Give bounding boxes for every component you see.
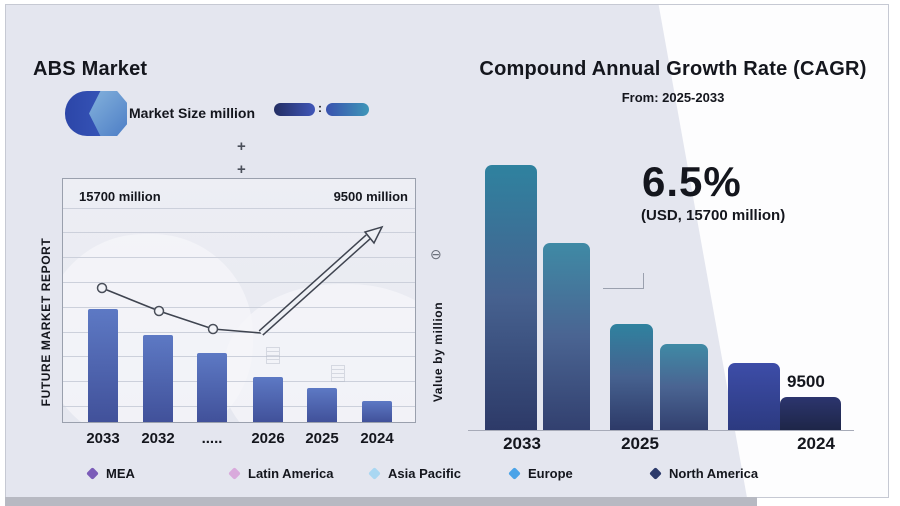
- ratio-pill-left: [274, 103, 315, 116]
- gridline: [63, 381, 415, 382]
- bracket-decoration-h: [603, 288, 644, 289]
- legend-item-north-america: North America: [649, 466, 759, 481]
- left-xlabel-2033: 2033: [86, 430, 120, 447]
- right-bar-2033-2: [543, 243, 590, 430]
- right-bar-2025-2: [660, 344, 708, 430]
- legend-item-latin-america: Latin America: [228, 466, 334, 481]
- legend-item-europe: Europe: [508, 466, 573, 481]
- legend-label: Latin America: [248, 466, 334, 481]
- market-size-label: Market Size million: [129, 105, 256, 121]
- left-title: ABS Market: [33, 58, 148, 80]
- trend-polyline: [101, 287, 262, 334]
- legend-diamond-icon: [508, 467, 521, 480]
- zoom-out-icon: ⊖: [430, 246, 442, 262]
- legend-diamond-icon: [228, 467, 241, 480]
- legend-label: North America: [669, 466, 759, 481]
- gridline: [63, 232, 415, 233]
- right-chart-baseline: [468, 430, 854, 431]
- annotation-left: 15700 million: [79, 189, 161, 204]
- legend-diamond-icon: [368, 467, 381, 480]
- bottom-edge-strip: [5, 497, 757, 506]
- bracket-decoration-v: [643, 273, 644, 289]
- annotation-right: 9500 million: [333, 189, 408, 204]
- document-watermark-icon: [266, 347, 280, 364]
- legend-label: MEA: [106, 466, 135, 481]
- gridline: [63, 307, 415, 308]
- legend-diamond-icon: [86, 467, 99, 480]
- left-chart-panel: 15700 million 9500 million: [62, 178, 416, 423]
- gridline: [63, 356, 415, 357]
- market-size-icon: [65, 91, 127, 136]
- gridline: [63, 282, 415, 283]
- ratio-pill-right: [326, 103, 369, 116]
- y-axis-label-left: FUTURE MARKET REPORT: [39, 237, 53, 407]
- legend-item-mea: MEA: [86, 466, 135, 481]
- right-xlabel-2024: 2024: [797, 434, 835, 453]
- trend-marker-icon: [153, 305, 165, 317]
- trend-marker-icon: [96, 282, 108, 294]
- trend-line: [63, 179, 415, 422]
- trend-arrow-head-icon: [363, 225, 384, 245]
- legend-diamond-icon: [649, 467, 662, 480]
- left-xlabel-2026: 2026: [251, 430, 285, 447]
- trend-marker-icon: [207, 323, 219, 335]
- cagr-value: 6.5%: [642, 158, 742, 205]
- right-title: Compound Annual Growth Rate (CAGR): [479, 58, 867, 80]
- ratio-separator: :: [318, 101, 322, 115]
- left-xlabel-dots: .....: [201, 430, 223, 447]
- left-xlabel-2032: 2032: [141, 430, 175, 447]
- plus-icon-2: +: [237, 161, 246, 178]
- plus-icon: +: [237, 138, 246, 155]
- right-bar-2024-1: [728, 363, 780, 430]
- left-bar-2025: [307, 388, 337, 422]
- y-axis-label-right: Value by million: [431, 301, 445, 403]
- document-watermark-icon-2: [331, 365, 345, 382]
- gridline: [63, 257, 415, 258]
- right-subtitle: From: 2025-2033: [621, 90, 725, 105]
- right-xlabel-2025: 2025: [621, 434, 659, 453]
- cagr-detail: (USD, 15700 million): [641, 207, 786, 224]
- trend-arrow-inner: [259, 235, 370, 335]
- right-bar-2033-1: [485, 165, 537, 430]
- left-bar-2033: [88, 309, 118, 422]
- legend-label: Asia Pacific: [388, 466, 461, 481]
- right-bar-2024-2: [780, 397, 841, 430]
- gridline: [63, 332, 415, 333]
- left-bar-2032: [143, 335, 173, 422]
- gridline: [63, 208, 415, 209]
- right-xlabel-2033: 2033: [503, 434, 541, 453]
- left-bar-2026: [253, 377, 283, 422]
- left-bar-2024: [362, 401, 392, 422]
- left-xlabel-2024: 2024: [360, 430, 394, 447]
- left-bar-.....: [197, 353, 227, 422]
- left-bars: [63, 179, 415, 422]
- right-bar-2025-1: [610, 324, 653, 430]
- bar-annotation-9500: 9500: [787, 372, 825, 391]
- legend-item-asia-pacific: Asia Pacific: [368, 466, 461, 481]
- legend-label: Europe: [528, 466, 573, 481]
- gridline: [63, 406, 415, 407]
- left-xlabel-2025: 2025: [305, 430, 339, 447]
